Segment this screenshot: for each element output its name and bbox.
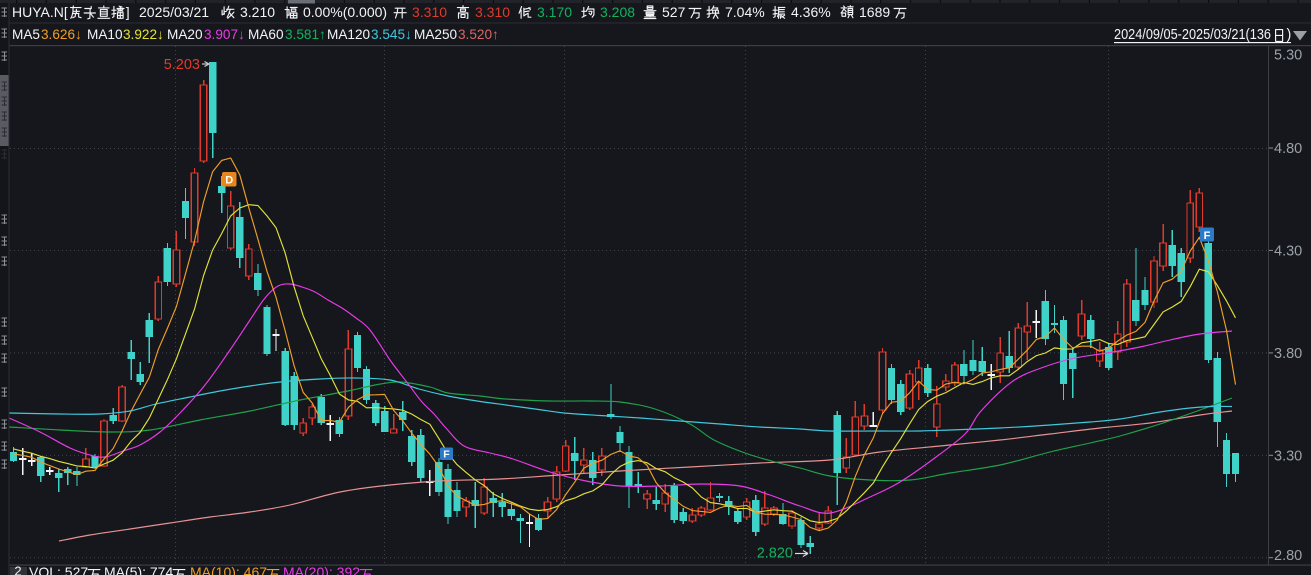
svg-text:2024/09/05-2025/03/21(136: 2024/09/05-2025/03/21(136 <box>1114 27 1271 43</box>
svg-text:D: D <box>225 175 233 187</box>
svg-text:VOL: 527: VOL: 527 <box>29 564 88 575</box>
svg-text:4.36%: 4.36% <box>791 4 831 20</box>
svg-text:): ) <box>1287 27 1292 43</box>
svg-text:4.80: 4.80 <box>1274 141 1302 157</box>
svg-text:3.545↓: 3.545↓ <box>371 27 412 42</box>
svg-text:MA(10): 467: MA(10): 467 <box>190 564 267 575</box>
svg-text:3.30: 3.30 <box>1274 449 1302 465</box>
svg-text:2.80: 2.80 <box>1274 548 1302 564</box>
svg-text:3.170: 3.170 <box>537 4 572 20</box>
svg-text:3.922↓: 3.922↓ <box>123 27 164 42</box>
svg-text:MA250: MA250 <box>414 27 458 42</box>
svg-text:7.04%: 7.04% <box>725 4 765 20</box>
svg-text:3.310: 3.310 <box>412 4 447 20</box>
svg-text:3.581↑: 3.581↑ <box>285 27 326 42</box>
svg-text:2025/03/21: 2025/03/21 <box>139 4 209 20</box>
svg-text:F: F <box>1204 230 1211 242</box>
svg-text:3.520↑: 3.520↑ <box>458 27 499 42</box>
svg-text:3.80: 3.80 <box>1274 346 1302 362</box>
svg-text:MA(20): 392: MA(20): 392 <box>283 564 360 575</box>
svg-text:3.907↓: 3.907↓ <box>204 27 245 42</box>
svg-text:F: F <box>443 448 450 460</box>
svg-text:5.203: 5.203 <box>164 57 200 73</box>
svg-text:2.820: 2.820 <box>757 546 793 562</box>
svg-text:3.310: 3.310 <box>475 4 510 20</box>
svg-text:3.210: 3.210 <box>240 4 275 20</box>
svg-text:MA120: MA120 <box>327 27 371 42</box>
svg-text:MA60: MA60 <box>248 27 284 42</box>
svg-text:5.30: 5.30 <box>1274 48 1302 64</box>
svg-text:0.00%(0.000): 0.00%(0.000) <box>303 4 387 20</box>
svg-text:MA20: MA20 <box>167 27 203 42</box>
svg-text:MA10: MA10 <box>87 27 123 42</box>
svg-text:527: 527 <box>662 4 686 20</box>
svg-text:1689: 1689 <box>859 4 890 20</box>
svg-text:4.30: 4.30 <box>1274 244 1302 260</box>
svg-text:HUYA.N[: HUYA.N[ <box>12 4 68 20</box>
svg-text:2: 2 <box>14 564 21 575</box>
svg-text:3.626↓: 3.626↓ <box>41 27 82 42</box>
svg-text:MA5: MA5 <box>12 27 40 42</box>
svg-text:3.208: 3.208 <box>600 4 635 20</box>
svg-text:]: ] <box>126 4 130 20</box>
svg-text:MA(5): 774: MA(5): 774 <box>104 564 173 575</box>
